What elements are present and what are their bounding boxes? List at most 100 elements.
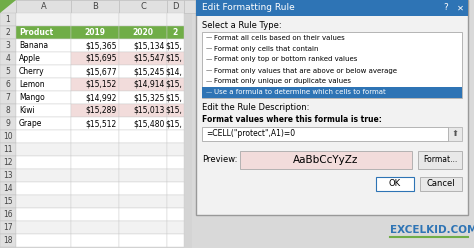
Bar	[16, 156, 71, 169]
Text: $15,547: $15,547	[134, 54, 165, 63]
Bar	[0, 221, 16, 234]
Bar	[119, 169, 167, 182]
Text: Edit the Rule Description:: Edit the Rule Description:	[202, 102, 310, 112]
Text: 1: 1	[6, 15, 10, 24]
Text: $14,992: $14,992	[86, 93, 117, 102]
Text: 4: 4	[6, 54, 10, 63]
Bar	[0, 117, 16, 130]
Bar	[71, 78, 119, 91]
Text: $15,: $15,	[165, 119, 182, 128]
Bar	[71, 117, 119, 130]
Text: Select a Rule Type:: Select a Rule Type:	[202, 22, 282, 31]
Bar	[0, 13, 16, 26]
Text: Grape: Grape	[19, 119, 42, 128]
Text: Format all cells based on their values: Format all cells based on their values	[214, 34, 345, 40]
Bar	[167, 39, 184, 52]
Text: Format only values that are above or below average: Format only values that are above or bel…	[214, 67, 397, 73]
Text: 11: 11	[3, 145, 13, 154]
Text: EXCELKID.COM: EXCELKID.COM	[390, 225, 474, 235]
Bar	[167, 195, 184, 208]
Bar	[119, 104, 167, 117]
Bar	[196, 0, 468, 215]
Bar	[16, 195, 71, 208]
Text: $15,289: $15,289	[86, 106, 117, 115]
Bar	[16, 78, 71, 91]
Text: 2: 2	[173, 28, 178, 37]
Text: Mango: Mango	[19, 93, 45, 102]
Bar	[448, 127, 462, 141]
Text: ⬆: ⬆	[452, 129, 458, 138]
Text: 18: 18	[3, 236, 13, 245]
Bar	[119, 0, 167, 13]
Polygon shape	[0, 0, 16, 13]
Bar	[167, 52, 184, 65]
Text: 2: 2	[6, 28, 10, 37]
Bar	[16, 208, 71, 221]
Bar	[16, 52, 71, 65]
Bar	[167, 0, 184, 13]
Bar	[71, 91, 119, 104]
Text: C: C	[140, 2, 146, 11]
Text: Format...: Format...	[423, 155, 457, 164]
Text: —: —	[206, 35, 212, 40]
Text: Banana: Banana	[19, 41, 48, 50]
Bar	[119, 234, 167, 247]
Bar	[0, 234, 16, 247]
Text: 7: 7	[6, 93, 10, 102]
Bar	[16, 182, 71, 195]
Bar	[0, 143, 16, 156]
Text: 8: 8	[6, 106, 10, 115]
Bar	[119, 52, 167, 65]
Text: ✕: ✕	[456, 3, 464, 12]
Text: Format only top or bottom ranked values: Format only top or bottom ranked values	[214, 57, 357, 62]
Bar	[71, 0, 119, 13]
Bar	[71, 26, 119, 39]
Bar	[0, 0, 192, 248]
Bar	[16, 117, 71, 130]
Bar	[71, 208, 119, 221]
Text: OK: OK	[389, 180, 401, 188]
Text: —: —	[206, 90, 212, 95]
Bar	[119, 182, 167, 195]
Bar	[119, 65, 167, 78]
Bar	[16, 26, 71, 39]
Text: B: B	[92, 2, 98, 11]
Text: Preview:: Preview:	[202, 155, 237, 164]
Bar	[71, 143, 119, 156]
Bar	[16, 13, 71, 26]
Text: $15,512: $15,512	[86, 119, 117, 128]
Bar	[119, 26, 167, 39]
Bar	[71, 65, 119, 78]
Bar	[167, 13, 184, 26]
Text: 15: 15	[3, 197, 13, 206]
Bar	[71, 169, 119, 182]
Bar	[119, 39, 167, 52]
Text: ?: ?	[444, 3, 448, 12]
Bar	[71, 104, 119, 117]
Text: $15,480: $15,480	[134, 119, 165, 128]
Bar	[16, 65, 71, 78]
Bar	[184, 0, 212, 13]
Bar	[0, 39, 16, 52]
Text: $15,: $15,	[165, 106, 182, 115]
Text: $15,245: $15,245	[134, 67, 165, 76]
Text: —: —	[206, 68, 212, 73]
Text: AaBbCcYyZz: AaBbCcYyZz	[293, 155, 359, 165]
Text: $15,013: $15,013	[134, 106, 165, 115]
Bar	[119, 208, 167, 221]
Bar	[167, 117, 184, 130]
Text: 3: 3	[6, 41, 10, 50]
Text: Format only unique or duplicate values: Format only unique or duplicate values	[214, 79, 351, 85]
Bar	[71, 130, 119, 143]
Text: $14,914: $14,914	[134, 80, 165, 89]
Text: $15,695: $15,695	[85, 54, 117, 63]
Text: D: D	[172, 2, 179, 11]
Bar	[16, 130, 71, 143]
Bar	[202, 32, 462, 98]
Bar	[167, 234, 184, 247]
Text: $15,134: $15,134	[134, 41, 165, 50]
Bar	[119, 130, 167, 143]
Text: 6: 6	[6, 80, 10, 89]
Bar	[0, 0, 16, 13]
Text: E: E	[195, 2, 201, 11]
